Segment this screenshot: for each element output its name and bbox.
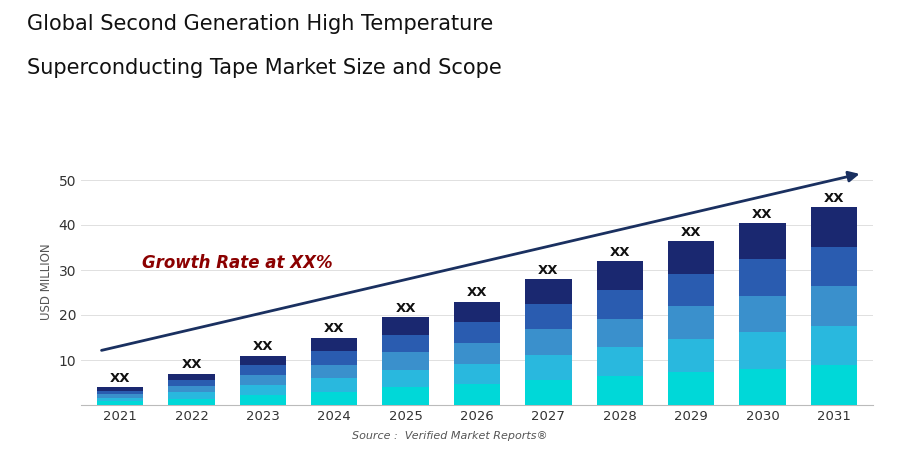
- Bar: [811, 286, 857, 326]
- Text: Global Second Generation High Temperature: Global Second Generation High Temperatur…: [27, 14, 493, 33]
- Text: XX: XX: [752, 207, 773, 220]
- Bar: [526, 355, 572, 380]
- Bar: [311, 364, 357, 378]
- Bar: [526, 279, 572, 304]
- Bar: [311, 351, 357, 364]
- Text: Source :  Verified Market Reports®: Source : Verified Market Reports®: [352, 431, 548, 441]
- Bar: [97, 401, 143, 405]
- Bar: [739, 259, 786, 296]
- Text: Growth Rate at XX%: Growth Rate at XX%: [141, 254, 332, 272]
- Bar: [668, 372, 715, 405]
- Bar: [597, 347, 643, 376]
- Bar: [382, 335, 428, 352]
- Bar: [454, 322, 500, 343]
- Bar: [739, 223, 786, 259]
- Bar: [454, 343, 500, 364]
- Bar: [526, 380, 572, 405]
- Bar: [239, 365, 286, 375]
- Bar: [311, 392, 357, 405]
- Bar: [739, 369, 786, 405]
- Bar: [311, 378, 357, 392]
- Y-axis label: USD MILLION: USD MILLION: [40, 243, 53, 320]
- Bar: [739, 296, 786, 332]
- Bar: [454, 364, 500, 384]
- Bar: [597, 376, 643, 405]
- Bar: [311, 338, 357, 351]
- Bar: [239, 375, 286, 385]
- Bar: [668, 241, 715, 274]
- Text: XX: XX: [824, 192, 844, 205]
- Text: XX: XX: [324, 322, 345, 335]
- Bar: [239, 395, 286, 405]
- Bar: [382, 370, 428, 387]
- Bar: [454, 384, 500, 405]
- Bar: [97, 391, 143, 394]
- Text: XX: XX: [609, 246, 630, 259]
- Text: XX: XX: [181, 358, 202, 371]
- Bar: [168, 399, 215, 405]
- Bar: [811, 326, 857, 365]
- Bar: [811, 365, 857, 405]
- Bar: [668, 274, 715, 306]
- Bar: [454, 302, 500, 322]
- Bar: [811, 207, 857, 247]
- Text: XX: XX: [110, 372, 130, 385]
- Bar: [811, 247, 857, 286]
- Text: XX: XX: [395, 302, 416, 315]
- Bar: [597, 319, 643, 347]
- Bar: [168, 374, 215, 380]
- Text: XX: XX: [253, 340, 274, 353]
- Bar: [168, 386, 215, 392]
- Bar: [168, 380, 215, 386]
- Bar: [97, 387, 143, 391]
- Bar: [239, 356, 286, 365]
- Bar: [668, 339, 715, 372]
- Bar: [526, 304, 572, 329]
- Text: XX: XX: [538, 264, 559, 277]
- Bar: [382, 317, 428, 335]
- Bar: [668, 306, 715, 339]
- Bar: [168, 392, 215, 399]
- Bar: [97, 394, 143, 398]
- Text: XX: XX: [680, 225, 701, 238]
- Bar: [97, 398, 143, 401]
- Bar: [382, 352, 428, 370]
- Bar: [526, 329, 572, 355]
- Bar: [239, 385, 286, 395]
- Text: Superconducting Tape Market Size and Scope: Superconducting Tape Market Size and Sco…: [27, 58, 502, 78]
- Bar: [382, 387, 428, 405]
- Text: XX: XX: [467, 286, 487, 299]
- Bar: [597, 290, 643, 319]
- Bar: [597, 261, 643, 290]
- Bar: [739, 332, 786, 369]
